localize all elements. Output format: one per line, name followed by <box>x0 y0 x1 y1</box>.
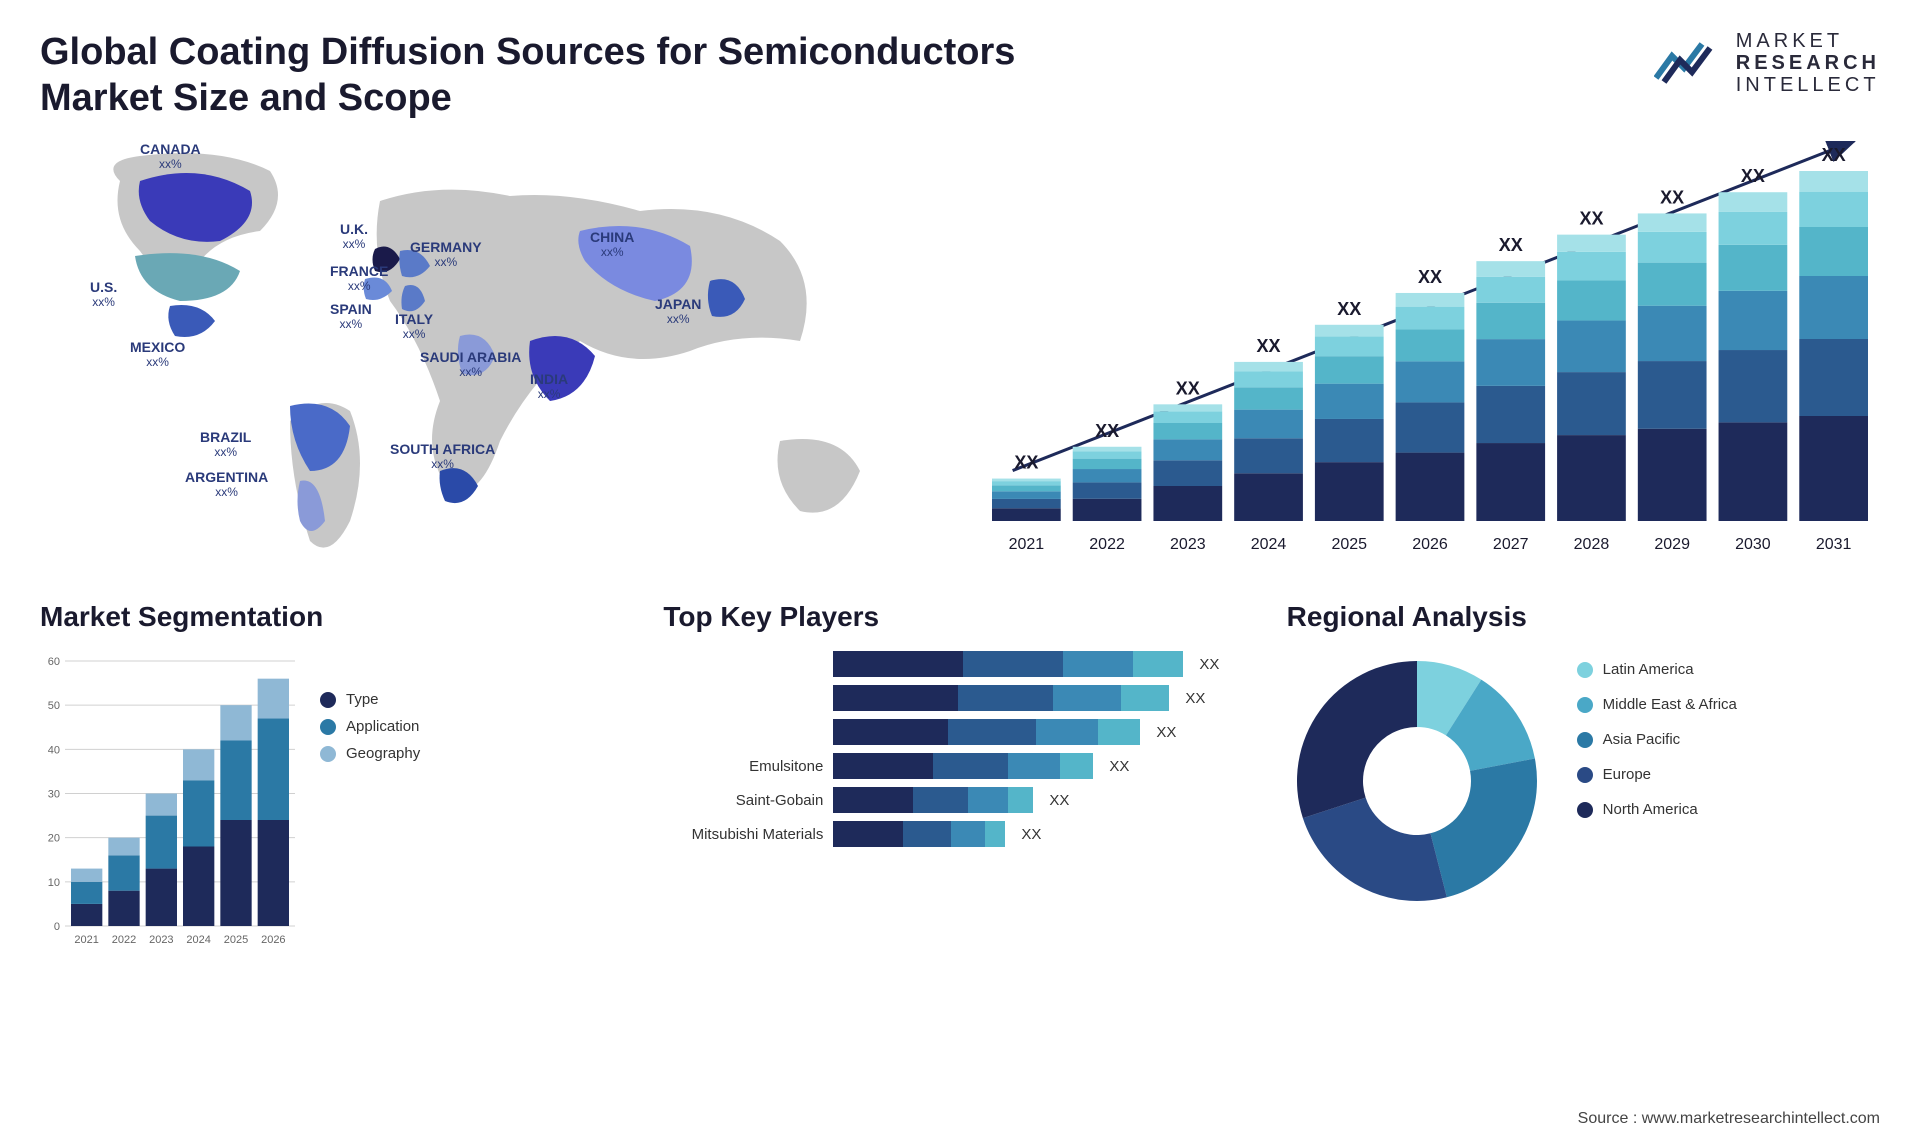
svg-text:2025: 2025 <box>224 934 248 946</box>
svg-text:XX: XX <box>1176 379 1200 399</box>
svg-text:XX: XX <box>1499 235 1523 255</box>
svg-text:50: 50 <box>48 700 60 712</box>
map-label: ARGENTINAxx% <box>185 469 268 499</box>
svg-text:2025: 2025 <box>1331 536 1367 553</box>
legend-item: North America <box>1577 801 1737 818</box>
svg-text:0: 0 <box>54 921 60 933</box>
map-label: SAUDI ARABIAxx% <box>420 349 521 379</box>
svg-text:2023: 2023 <box>1170 536 1206 553</box>
map-label: GERMANYxx% <box>410 239 482 269</box>
svg-text:XX: XX <box>1579 209 1603 229</box>
logo-line3: INTELLECT <box>1736 74 1880 96</box>
segmentation-chart: 0 10 20 30 40 50 60 2021 2022 2023 2024 2025 2026 <box>40 651 300 951</box>
logo-icon <box>1654 38 1724 88</box>
svg-text:2022: 2022 <box>1089 536 1125 553</box>
map-label: U.K.xx% <box>340 221 368 251</box>
player-row: XX <box>663 651 1256 677</box>
svg-text:2028: 2028 <box>1574 536 1610 553</box>
legend-item: Application <box>320 718 420 735</box>
legend-item: Geography <box>320 745 420 762</box>
segmentation-legend: Type Application Geography <box>320 651 420 951</box>
map-label: JAPANxx% <box>655 296 701 326</box>
svg-text:2021: 2021 <box>1009 536 1045 553</box>
svg-text:XX: XX <box>1418 267 1442 287</box>
legend-item: Europe <box>1577 766 1737 783</box>
svg-text:2026: 2026 <box>1412 536 1448 553</box>
svg-text:XX: XX <box>1337 299 1361 319</box>
logo-line2: RESEARCH <box>1736 52 1880 74</box>
player-row: Saint-GobainXX <box>663 787 1256 813</box>
svg-text:XX: XX <box>1095 421 1119 441</box>
map-label: INDIAxx% <box>530 371 568 401</box>
growth-bar-chart: XX 2021 XX 2022 XX 2023 XX 2024 XX 2025 XX 2026 XX 20… <box>980 141 1880 561</box>
regional-donut-chart <box>1287 651 1547 911</box>
legend-item: Latin America <box>1577 661 1737 678</box>
source-attribution: Source : www.marketresearchintellect.com <box>1578 1110 1880 1128</box>
svg-text:30: 30 <box>48 789 60 801</box>
regional-panel: Regional Analysis Latin America Middle Ea… <box>1287 601 1880 951</box>
player-row: XX <box>663 719 1256 745</box>
svg-text:2030: 2030 <box>1735 536 1771 553</box>
map-label: CANADAxx% <box>140 141 201 171</box>
logo-line1: MARKET <box>1736 30 1880 52</box>
player-row: EmulsitoneXX <box>663 753 1256 779</box>
page-title: Global Coating Diffusion Sources for Sem… <box>40 30 1090 121</box>
map-label: MEXICOxx% <box>130 339 185 369</box>
map-label: FRANCExx% <box>330 263 388 293</box>
svg-text:XX: XX <box>1257 336 1281 356</box>
svg-text:20: 20 <box>48 833 60 845</box>
regional-title: Regional Analysis <box>1287 601 1880 633</box>
legend-item: Middle East & Africa <box>1577 696 1737 713</box>
segmentation-title: Market Segmentation <box>40 601 633 633</box>
svg-text:2027: 2027 <box>1493 536 1529 553</box>
svg-text:2026: 2026 <box>261 934 285 946</box>
map-label: U.S.xx% <box>90 279 117 309</box>
svg-text:2021: 2021 <box>74 934 98 946</box>
map-label: BRAZILxx% <box>200 429 251 459</box>
players-panel: Top Key Players XX XX XX EmulsitoneXX Saint-… <box>663 601 1256 951</box>
map-label: ITALYxx% <box>395 311 433 341</box>
player-row: Mitsubishi MaterialsXX <box>663 821 1256 847</box>
svg-text:XX: XX <box>1822 145 1846 165</box>
regional-legend: Latin America Middle East & Africa Asia Pa… <box>1577 651 1737 818</box>
map-label: CHINAxx% <box>590 229 634 259</box>
svg-text:2023: 2023 <box>149 934 173 946</box>
legend-item: Type <box>320 691 420 708</box>
svg-text:40: 40 <box>48 745 60 757</box>
svg-text:2024: 2024 <box>1251 536 1287 553</box>
svg-text:XX: XX <box>1741 166 1765 186</box>
player-row: XX <box>663 685 1256 711</box>
players-list: XX XX XX EmulsitoneXX Saint-GobainXX Mitsubis… <box>663 651 1256 847</box>
segmentation-panel: Market Segmentation 0 10 20 30 40 50 60 2021 202… <box>40 601 633 951</box>
map-label: SPAINxx% <box>330 301 372 331</box>
players-title: Top Key Players <box>663 601 1256 633</box>
svg-text:XX: XX <box>1014 453 1038 473</box>
svg-text:2024: 2024 <box>186 934 210 946</box>
svg-text:2031: 2031 <box>1816 536 1852 553</box>
svg-text:XX: XX <box>1660 188 1684 208</box>
world-map-section: CANADAxx% U.S.xx% MEXICOxx% BRAZILxx% ARGENT… <box>40 141 940 561</box>
svg-text:60: 60 <box>48 656 60 668</box>
growth-chart-section: XX 2021 XX 2022 XX 2023 XX 2024 XX 2025 XX 2026 XX 20… <box>980 141 1880 561</box>
legend-item: Asia Pacific <box>1577 731 1737 748</box>
svg-text:2022: 2022 <box>112 934 136 946</box>
svg-text:2029: 2029 <box>1654 536 1690 553</box>
svg-text:10: 10 <box>48 877 60 889</box>
map-label: SOUTH AFRICAxx% <box>390 441 495 471</box>
brand-logo: MARKET RESEARCH INTELLECT <box>1654 30 1880 96</box>
